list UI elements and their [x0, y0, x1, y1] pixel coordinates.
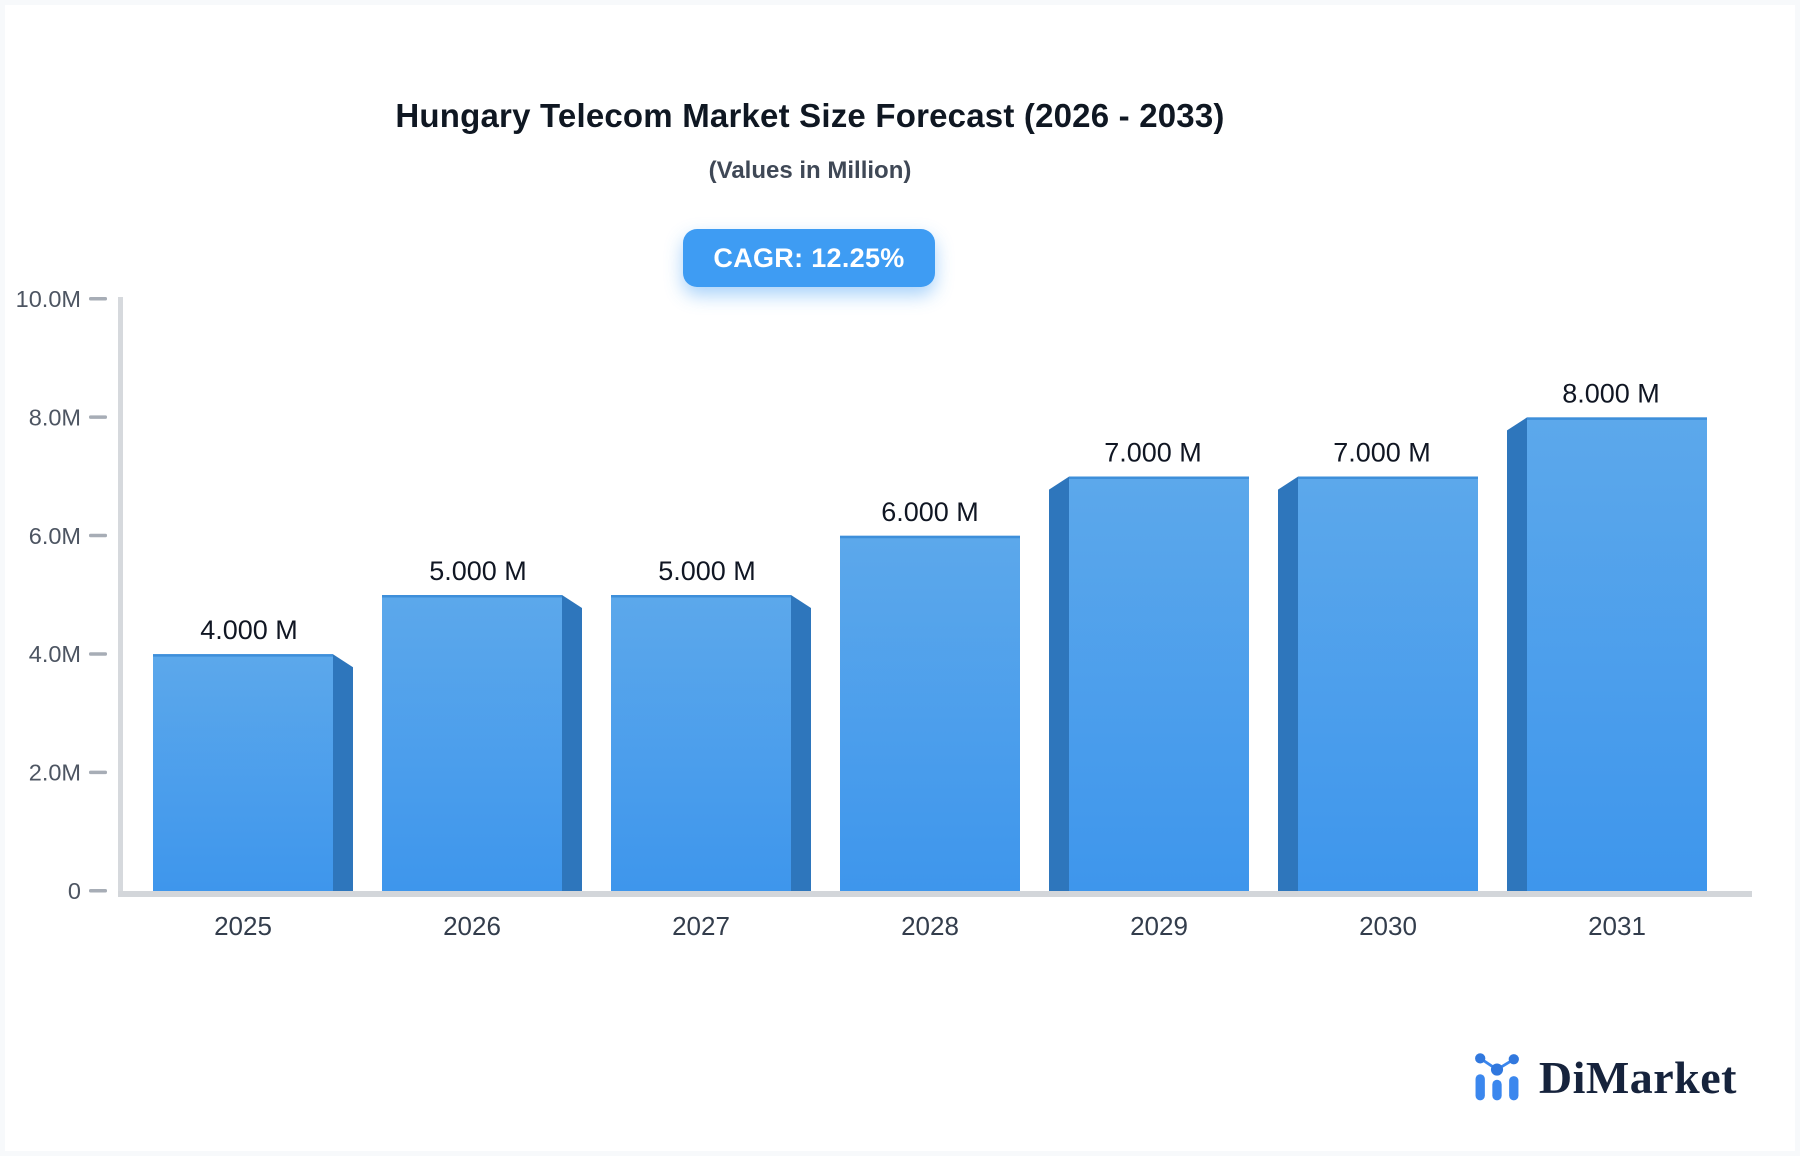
chart-header: Hungary Telecom Market Size Forecast (20…: [5, 97, 1615, 185]
bar-2025-side: [333, 654, 353, 891]
x-tick-label-2031: 2031: [1588, 911, 1646, 941]
bar-2027: [611, 595, 791, 891]
dimarket-logo-icon: [1474, 1053, 1519, 1101]
chart-subtitle: (Values in Million): [708, 157, 912, 184]
y-tick-label-0: 0: [68, 878, 81, 904]
y-tick-label-2.0M: 2.0M: [29, 760, 81, 786]
bar-2029-value-label: 7.000 M: [1104, 438, 1202, 468]
bar-2029-side: [1049, 476, 1069, 891]
y-tick-mark-0: [89, 889, 107, 893]
y-tick-mark-2.0M: [89, 770, 107, 775]
bar-2026-side: [562, 595, 582, 891]
y-tick-mark-6.0M: [89, 533, 107, 538]
bar-2031: [1527, 417, 1707, 891]
x-tick-label-2025: 2025: [214, 911, 272, 941]
y-tick-label-6.0M: 6.0M: [29, 523, 81, 549]
x-tick-label-2029: 2029: [1130, 911, 1188, 941]
cagr-badge: CAGR: 12.25%: [683, 229, 935, 287]
bar-2027-value-label: 5.000 M: [658, 556, 756, 586]
bar-2029: [1069, 476, 1249, 891]
bar-2031-value-label: 8.000 M: [1562, 378, 1660, 408]
y-tick-mark-4.0M: [89, 652, 107, 656]
x-axis-line: [118, 891, 1752, 897]
bar-chart: 0 2.0M 4.0M 6.0M 8.0M 10.0M 4.000 M 2025 5.000 M…: [16, 286, 1752, 941]
y-tick-mark-10.0M: [89, 297, 107, 301]
chart-title: Hungary Telecom Market Size Forecast (20…: [395, 97, 1225, 134]
bar-2026: [382, 595, 562, 891]
bar-2025: [153, 654, 333, 891]
bar-2025-value-label: 4.000 M: [200, 615, 298, 645]
bar-2030-value-label: 7.000 M: [1333, 438, 1431, 468]
cagr-badge-label: CAGR: 12.25%: [713, 242, 905, 273]
bar-2030-side: [1278, 476, 1298, 891]
y-tick-label-4.0M: 4.0M: [29, 641, 81, 667]
bar-2030: [1298, 476, 1478, 891]
y-tick-label-10.0M: 10.0M: [16, 286, 81, 312]
x-tick-label-2028: 2028: [901, 911, 959, 941]
y-tick-mark-8.0M: [89, 415, 107, 419]
y-axis-line: [118, 297, 123, 897]
x-tick-label-2030: 2030: [1359, 911, 1417, 941]
bar-2028-value-label: 6.000 M: [881, 497, 979, 527]
bar-2031-side: [1507, 417, 1527, 891]
x-tick-label-2026: 2026: [443, 911, 501, 941]
y-tick-label-8.0M: 8.0M: [29, 404, 81, 430]
bar-2027-side: [791, 595, 811, 891]
dimarket-logo: DiMarket: [1469, 1049, 1737, 1105]
dimarket-logo-text: DiMarket: [1538, 1051, 1737, 1103]
bar-2026-value-label: 5.000 M: [429, 556, 527, 586]
bar-2028: [840, 535, 1020, 891]
x-tick-label-2027: 2027: [672, 911, 730, 941]
